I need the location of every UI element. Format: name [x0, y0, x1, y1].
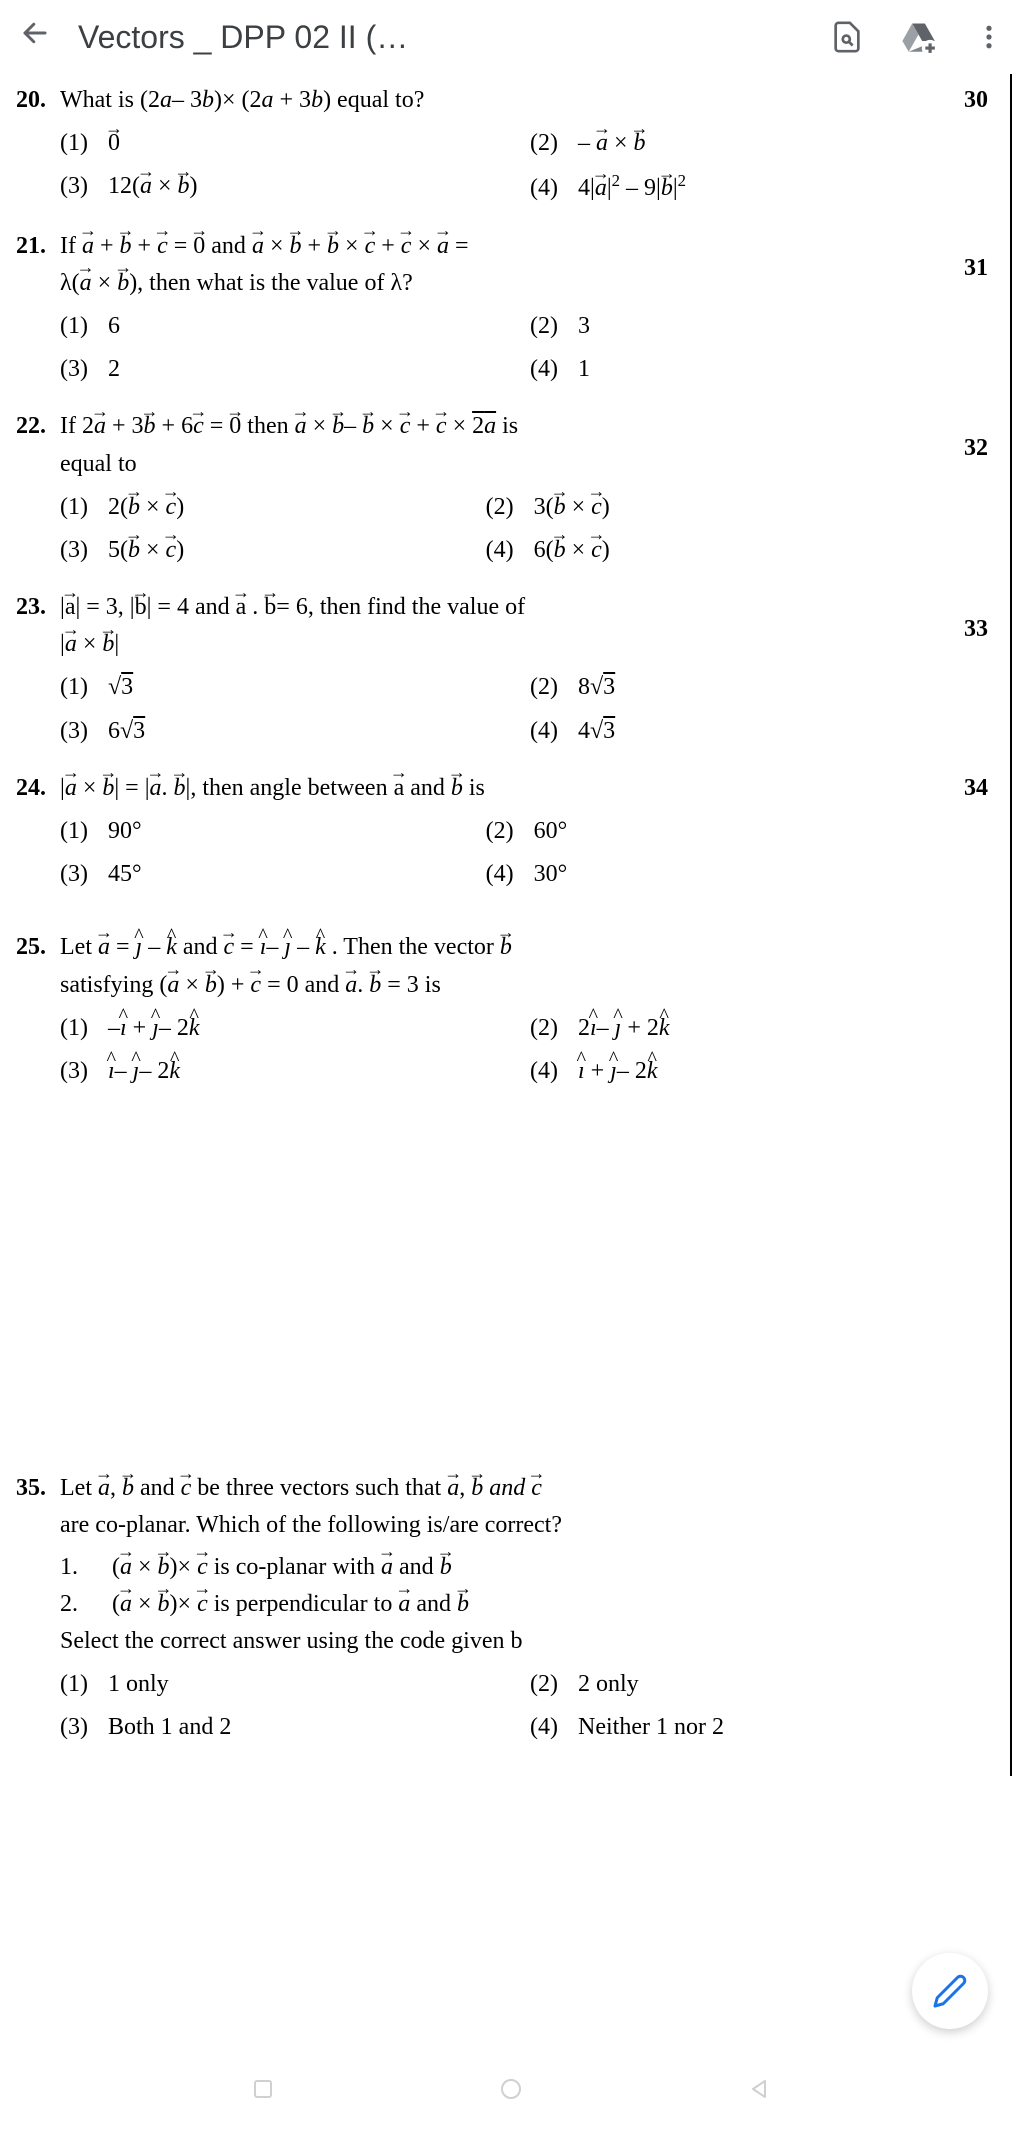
nav-home-icon[interactable]	[499, 2077, 525, 2103]
side-number-30: 30	[964, 82, 988, 119]
question-21: 31 21. If a + b + c = 0 and a × b + b × …	[60, 228, 974, 389]
q21-text: If a + b + c = 0 and a × b + b × c + c ×…	[60, 233, 469, 296]
q35-statements: 1. (a × b)× c is co-planar with a and b …	[60, 1549, 974, 1661]
question-24: 34 24. |a × b| = |a. b|, then angle betw…	[60, 770, 974, 894]
q20-opt1: (1) 0	[60, 125, 504, 162]
q23-text: |a| = 3, |b| = 4 and a . b= 6, then find…	[60, 594, 525, 657]
q35-select-line: Select the correct answer using the code…	[60, 1623, 974, 1660]
question-22: 32 22. If 2a + 3b + 6c = 0 then a × b– b…	[60, 408, 974, 569]
side-number-31: 31	[964, 250, 988, 287]
q25-options: (1) –ı + ȷ– 2k (2) 2ı– ȷ + 2k (3) ı– ȷ– …	[60, 1010, 974, 1090]
find-in-page-icon[interactable]	[830, 20, 864, 54]
q35-opt2: (2) 2 only	[530, 1666, 974, 1703]
question-23: 33 23. |a| = 3, |b| = 4 and a . b= 6, th…	[60, 589, 974, 750]
q23-opt2: (2) 83	[530, 669, 974, 706]
question-35: 35. Let a, b and c be three vectors such…	[60, 1470, 974, 1746]
side-number-33: 33	[964, 611, 988, 648]
drive-add-icon[interactable]	[900, 18, 938, 56]
qnum-21: 21.	[16, 228, 46, 265]
q25-text: Let a = ȷ – k and c = ı– ȷ – k . Then th…	[60, 934, 512, 997]
more-menu-icon[interactable]	[974, 22, 1004, 52]
q22-opt1: (1) 2(b × c)	[60, 489, 460, 526]
q25-opt1: (1) –ı + ȷ– 2k	[60, 1010, 504, 1047]
q24-opt3: (3) 45°	[60, 856, 460, 893]
toolbar	[830, 18, 1004, 56]
back-button[interactable]	[20, 18, 50, 56]
q21-opt3: (3) 2	[60, 351, 504, 388]
side-number-34: 34	[964, 770, 988, 807]
q35-options: (1) 1 only (2) 2 only (3) Both 1 and 2 (…	[60, 1666, 974, 1746]
q24-opt1: (1) 90°	[60, 813, 460, 850]
q35-opt4: (4) Neither 1 nor 2	[530, 1709, 974, 1746]
side-number-32: 32	[964, 430, 988, 467]
q21-opt2: (2) 3	[530, 308, 974, 345]
q22-text: If 2a + 3b + 6c = 0 then a × b– b × c + …	[60, 413, 518, 476]
q35-text: Let a, b and c be three vectors such tha…	[60, 1475, 562, 1538]
q21-opt1: (1) 6	[60, 308, 504, 345]
q35-opt1: (1) 1 only	[60, 1666, 504, 1703]
q23-opt4: (4) 43	[530, 713, 974, 750]
q21-options: (1) 6 (2) 3 (3) 2 (4) 1	[60, 308, 974, 388]
q24-opt2: (2) 60°	[486, 813, 974, 850]
q22-opt4: (4) 6(b × c)	[486, 532, 974, 569]
question-25: 25. Let a = ȷ – k and c = ı– ȷ – k . The…	[60, 929, 974, 1090]
q35-statement-2: 2. (a × b)× c is perpendicular to a and …	[60, 1586, 974, 1623]
q25-opt2: (2) 2ı– ȷ + 2k	[530, 1010, 974, 1047]
nav-back-icon[interactable]	[747, 2077, 773, 2103]
q20-opt2: (2) – a × b	[530, 125, 974, 162]
q24-text: |a × b| = |a. b|, then angle between a a…	[60, 775, 485, 801]
qnum-24: 24.	[16, 770, 46, 807]
edit-fab[interactable]	[912, 1953, 988, 2029]
qnum-22: 22.	[16, 408, 46, 445]
q23-options: (1) 3 (2) 83 (3) 63 (4) 43	[60, 669, 974, 749]
q25-opt3: (3) ı– ȷ– 2k	[60, 1053, 504, 1090]
nav-recent-icon[interactable]	[251, 2077, 277, 2103]
pencil-icon	[932, 1973, 968, 2009]
q35-opt3: (3) Both 1 and 2	[60, 1709, 504, 1746]
q22-options: (1) 2(b × c) (2) 3(b × c) (3) 5(b × c) (…	[60, 489, 974, 569]
q22-opt2: (2) 3(b × c)	[486, 489, 974, 526]
qnum-20: 20.	[16, 82, 46, 119]
q23-opt3: (3) 63	[60, 713, 504, 750]
app-bar: Vectors _ DPP 02 II (…	[0, 0, 1024, 74]
system-nav-bar	[0, 2061, 1024, 2119]
qnum-35: 35.	[16, 1470, 46, 1507]
page-title: Vectors _ DPP 02 II (…	[78, 19, 830, 56]
q20-options: (1) 0 (2) – a × b (3) 12(a × b) (4) 4|a|…	[60, 125, 974, 207]
document-content: 30 20. What is (2a– 3b)× (2a + 3b) equal…	[0, 74, 1012, 1776]
qnum-23: 23.	[16, 589, 46, 626]
q22-opt3: (3) 5(b × c)	[60, 532, 460, 569]
q23-opt1: (1) 3	[60, 669, 504, 706]
q25-opt4: (4) ı + ȷ– 2k	[530, 1053, 974, 1090]
q24-opt4: (4) 30°	[486, 856, 974, 893]
q21-opt4: (4) 1	[530, 351, 974, 388]
q20-text: What is (2a– 3b)× (2a + 3b) equal to?	[60, 87, 424, 113]
q20-opt3: (3) 12(a × b)	[60, 168, 504, 207]
qnum-25: 25.	[16, 929, 46, 966]
q20-opt4: (4) 4|a|2 – 9|b|2	[530, 168, 974, 207]
q24-options: (1) 90° (2) 60° (3) 45° (4) 30°	[60, 813, 974, 893]
question-20: 30 20. What is (2a– 3b)× (2a + 3b) equal…	[60, 82, 974, 208]
